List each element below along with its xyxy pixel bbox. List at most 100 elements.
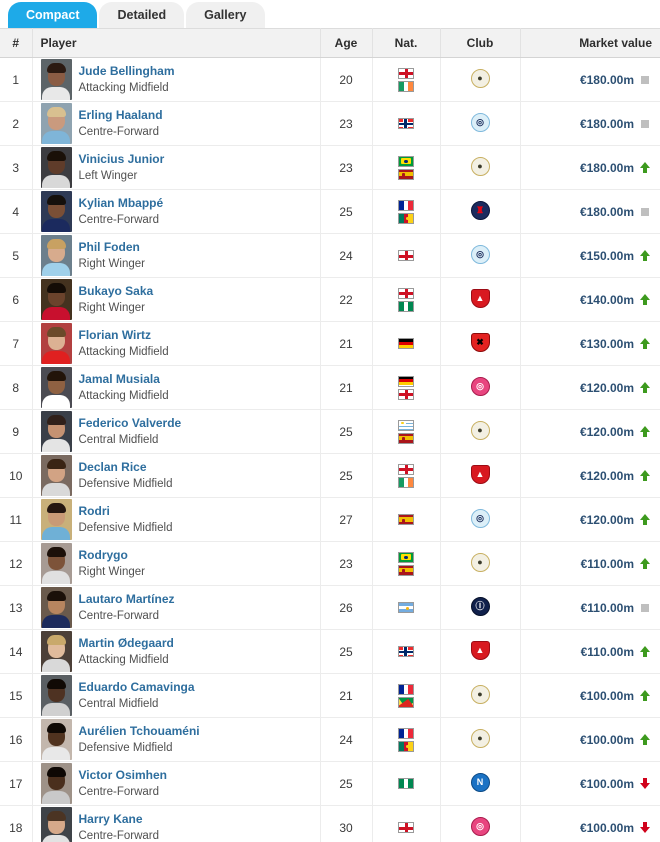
column-header-club[interactable]: Club <box>440 28 521 58</box>
table-row[interactable]: 11 Rodri Defensive Midfield 27 ◎ €120.00m <box>0 497 660 542</box>
player-name-link[interactable]: Kylian Mbappé <box>78 195 164 210</box>
player-photo[interactable] <box>40 675 72 716</box>
player-name-link[interactable]: Martin Ødegaard <box>78 635 174 650</box>
flag-bra-icon <box>398 155 414 167</box>
club-crest-real-madrid-icon[interactable]: ● <box>470 156 490 176</box>
player-photo[interactable] <box>40 235 72 276</box>
market-value-link[interactable]: €180.00m <box>579 116 634 131</box>
player-name-link[interactable]: Phil Foden <box>78 239 140 254</box>
player-photo[interactable] <box>40 807 72 842</box>
player-name-link[interactable]: Victor Osimhen <box>78 767 167 782</box>
player-name-link[interactable]: Vinicius Junior <box>78 151 165 166</box>
table-row[interactable]: 17 Victor Osimhen Centre-Forward 25 N €100.00… <box>0 761 660 806</box>
column-header-rank[interactable]: # <box>0 28 33 58</box>
player-name-link[interactable]: Florian Wirtz <box>78 327 152 342</box>
table-row[interactable]: 8 Jamal Musiala Attacking Midfield 21 ◎ €120.… <box>0 365 660 410</box>
table-row[interactable]: 5 Phil Foden Right Winger 24 ◎ €150.00m <box>0 233 660 278</box>
table-row[interactable]: 1 Jude Bellingham Attacking Midfield 20 ● €18… <box>0 57 660 102</box>
market-value-link[interactable]: €120.00m <box>579 424 634 439</box>
column-header-market-value[interactable]: Market value <box>520 28 660 58</box>
player-name-link[interactable]: Rodri <box>78 503 110 518</box>
player-name-link[interactable]: Harry Kane <box>78 811 143 826</box>
table-row[interactable]: 18 Harry Kane Centre-Forward 30 ◎ €100.00m <box>0 805 660 842</box>
market-value-link[interactable]: €100.00m <box>579 688 634 703</box>
player-photo[interactable] <box>40 411 72 452</box>
market-value-link[interactable]: €180.00m <box>579 160 634 175</box>
player-name-link[interactable]: Jamal Musiala <box>78 371 160 386</box>
table-row[interactable]: 2 Erling Haaland Centre-Forward 23 ◎ €180.00m <box>0 101 660 146</box>
column-header-player[interactable]: Player <box>32 28 321 58</box>
table-row[interactable]: 12 Rodrygo Right Winger 23 ● €110.00m <box>0 541 660 586</box>
player-photo[interactable] <box>40 367 72 408</box>
player-photo[interactable] <box>40 499 72 540</box>
player-name-link[interactable]: Lautaro Martínez <box>78 591 175 606</box>
market-value-link[interactable]: €110.00m <box>580 600 634 615</box>
market-value-link[interactable]: €140.00m <box>579 292 634 307</box>
player-name-link[interactable]: Declan Rice <box>78 459 147 474</box>
player-name-link[interactable]: Rodrygo <box>78 547 128 562</box>
tab-detailed[interactable]: Detailed <box>99 2 185 28</box>
table-row[interactable]: 10 Declan Rice Defensive Midfield 25 ▲ €120.0… <box>0 453 660 498</box>
club-crest-man-city-icon[interactable]: ◎ <box>470 244 490 264</box>
player-photo[interactable] <box>40 455 72 496</box>
player-photo[interactable] <box>40 191 72 232</box>
player-photo[interactable] <box>40 103 72 144</box>
market-value-link[interactable]: €100.00m <box>579 732 634 747</box>
player-name-link[interactable]: Jude Bellingham <box>78 63 175 78</box>
player-photo[interactable] <box>40 279 72 320</box>
club-crest-bayern-icon[interactable]: ◎ <box>470 816 490 836</box>
club-crest-real-madrid-icon[interactable]: ● <box>470 420 490 440</box>
club-crest-man-city-icon[interactable]: ◎ <box>470 112 490 132</box>
tab-compact[interactable]: Compact <box>8 2 98 28</box>
table-row[interactable]: 6 Bukayo Saka Right Winger 22 ▲ €140.00m <box>0 277 660 322</box>
player-name-link[interactable]: Bukayo Saka <box>78 283 154 298</box>
market-value-link[interactable]: €120.00m <box>579 512 634 527</box>
player-photo[interactable] <box>40 631 72 672</box>
club-crest-real-madrid-icon[interactable]: ● <box>470 728 490 748</box>
table-row[interactable]: 3 Vinicius Junior Left Winger 23 ● €180.00m <box>0 145 660 190</box>
club-crest-man-city-icon[interactable]: ◎ <box>470 508 490 528</box>
club-crest-arsenal-icon[interactable]: ▲ <box>470 464 490 484</box>
table-row[interactable]: 4 Kylian Mbappé Centre-Forward 25 ♜ €180.00m <box>0 189 660 234</box>
column-header-age[interactable]: Age <box>320 28 373 58</box>
player-name-link[interactable]: Federico Valverde <box>78 415 182 430</box>
table-row[interactable]: 9 Federico Valverde Central Midfield 25 ● €12… <box>0 409 660 454</box>
player-name-link[interactable]: Eduardo Camavinga <box>78 679 195 694</box>
market-value-link[interactable]: €180.00m <box>579 72 634 87</box>
club-crest-bayern-icon[interactable]: ◎ <box>470 376 490 396</box>
club-crest-inter-icon[interactable]: Ⓘ <box>470 596 490 616</box>
table-row[interactable]: 16 Aurélien Tchouaméni Defensive Midfield 2… <box>0 717 660 762</box>
player-photo[interactable] <box>40 587 72 628</box>
player-photo[interactable] <box>40 719 72 760</box>
player-photo[interactable] <box>40 543 72 584</box>
table-row[interactable]: 7 Florian Wirtz Attacking Midfield 21 ✖ €130.… <box>0 321 660 366</box>
player-photo[interactable] <box>40 147 72 188</box>
table-row[interactable]: 15 Eduardo Camavinga Central Midfield 21 ● €1… <box>0 673 660 718</box>
player-photo[interactable] <box>40 323 72 364</box>
player-name-link[interactable]: Erling Haaland <box>78 107 163 122</box>
column-header-nationality[interactable]: Nat. <box>372 28 441 58</box>
club-crest-real-madrid-icon[interactable]: ● <box>470 552 490 572</box>
market-value-link[interactable]: €120.00m <box>579 380 634 395</box>
table-row[interactable]: 14 Martin Ødegaard Attacking Midfield 25 ▲ €1… <box>0 629 660 674</box>
market-value-link[interactable]: €150.00m <box>579 248 634 263</box>
market-value-link[interactable]: €180.00m <box>579 204 634 219</box>
market-value-link[interactable]: €110.00m <box>580 644 634 659</box>
market-value-link[interactable]: €110.00m <box>580 556 634 571</box>
player-photo[interactable] <box>40 763 72 804</box>
club-crest-leverkusen-icon[interactable]: ✖ <box>470 332 490 352</box>
market-value-link[interactable]: €130.00m <box>579 336 634 351</box>
market-value-link[interactable]: €100.00m <box>579 820 634 835</box>
club-crest-arsenal-icon[interactable]: ▲ <box>470 288 490 308</box>
club-crest-napoli-icon[interactable]: N <box>470 772 490 792</box>
tab-gallery[interactable]: Gallery <box>186 2 265 28</box>
club-crest-psg-icon[interactable]: ♜ <box>470 200 490 220</box>
club-crest-real-madrid-icon[interactable]: ● <box>470 684 490 704</box>
player-photo[interactable] <box>40 59 72 100</box>
market-value-link[interactable]: €120.00m <box>579 468 634 483</box>
table-row[interactable]: 13 Lautaro Martínez Centre-Forward 26 Ⓘ €110.… <box>0 585 660 630</box>
player-name-link[interactable]: Aurélien Tchouaméni <box>78 723 200 738</box>
market-value-link[interactable]: €100.00m <box>579 776 634 791</box>
club-crest-real-madrid-icon[interactable]: ● <box>470 68 490 88</box>
club-crest-arsenal-icon[interactable]: ▲ <box>470 640 490 660</box>
